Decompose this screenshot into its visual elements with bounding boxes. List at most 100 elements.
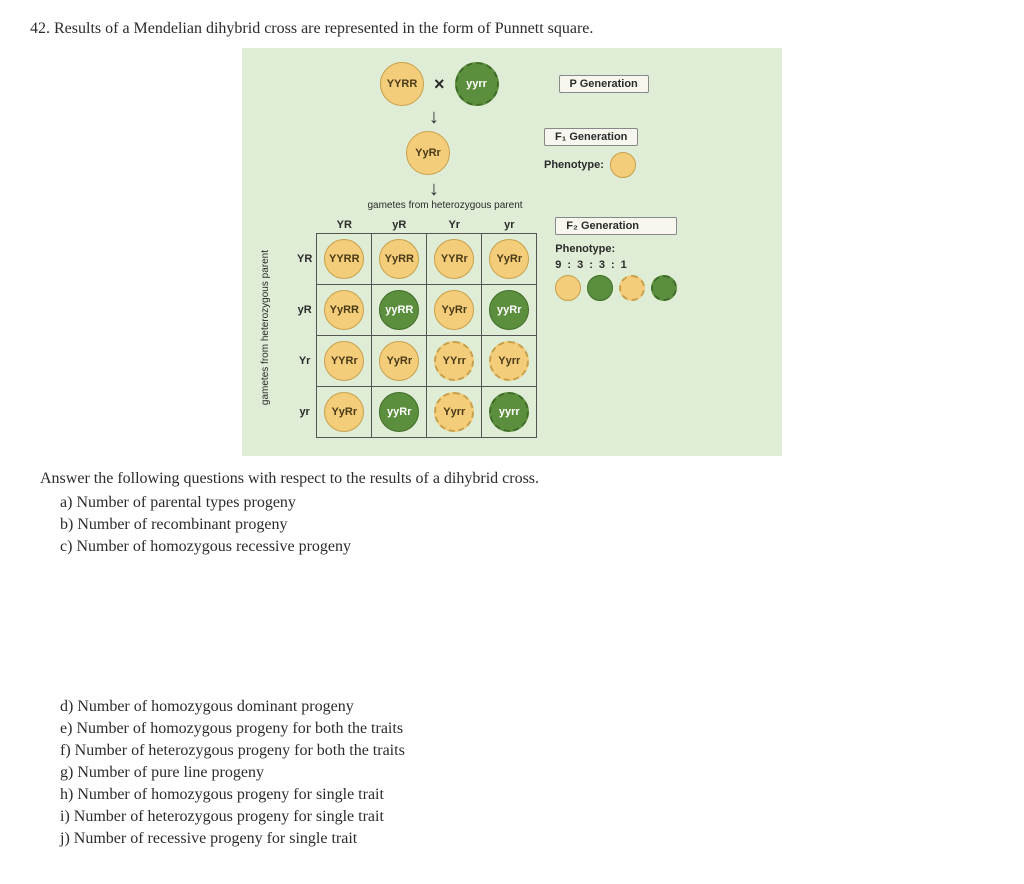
- ratio-part: :: [611, 259, 615, 271]
- question-number: 42.: [30, 20, 50, 37]
- genotype-circle: YyRR: [379, 239, 419, 279]
- answer-text: Number of pure line progeny: [77, 764, 264, 781]
- ratio-part: :: [589, 259, 593, 271]
- gametes-caption-top: gametes from heterozygous parent: [330, 200, 560, 211]
- genotype-circle: yyRr: [379, 392, 419, 432]
- gametes-caption-side: gametes from heterozygous parent: [260, 250, 271, 405]
- punnett-cell: YyRR: [372, 234, 427, 285]
- col-header: Yr: [427, 217, 482, 234]
- answer-text: Number of heterozygous progeny for singl…: [74, 808, 384, 825]
- answer-key: f): [60, 742, 71, 759]
- genotype-circle: YyRr: [406, 131, 450, 175]
- genotype-circle: YYRr: [434, 239, 474, 279]
- punnett-diagram: YYRR × yyrr P Generation ↓ YyRr F₁ Gener…: [242, 48, 782, 456]
- genotype-circle: yyrr: [489, 392, 529, 432]
- phenotype-ratio: 9 : 3 : 3 : 1: [555, 259, 677, 271]
- row-header: yr: [293, 387, 317, 438]
- answer-key: j): [60, 830, 70, 847]
- row-header: YR: [293, 234, 317, 285]
- punnett-cell: YYRr: [317, 336, 372, 387]
- f1-generation-label: F₁ Generation: [544, 128, 638, 146]
- ratio-part: 3: [599, 259, 605, 271]
- ratio-part: 9: [555, 259, 561, 271]
- question-text: Results of a Mendelian dihybrid cross ar…: [54, 20, 593, 37]
- answer-text: Number of parental types progeny: [76, 494, 295, 511]
- cross-symbol: ×: [434, 74, 445, 95]
- answer-text: Number of homozygous dominant progeny: [77, 698, 353, 715]
- arrow-icon: ↓: [424, 110, 444, 124]
- genotype-circle: YYrr: [434, 341, 474, 381]
- answer-text: Number of recessive progeny for single t…: [74, 830, 357, 847]
- genotype-circle: yyRR: [379, 290, 419, 330]
- genotype-circle: [651, 275, 677, 301]
- genotype-circle: YyRr: [434, 290, 474, 330]
- answer-key: d): [60, 698, 73, 715]
- col-header: yR: [372, 217, 427, 234]
- f1-phenotype: Phenotype:: [544, 152, 638, 178]
- f2-side-panel: F₂ Generation Phenotype: 9 : 3 : 3 : 1: [555, 217, 677, 301]
- punnett-cell: yyrr: [482, 387, 537, 438]
- punnett-cell: YyRr: [482, 234, 537, 285]
- f2-phenotype-label: Phenotype:: [555, 243, 677, 255]
- answer-key: e): [60, 720, 72, 737]
- answer-prompt: Answer the following questions with resp…: [40, 470, 994, 488]
- question-title: 42. Results of a Mendelian dihybrid cros…: [30, 20, 994, 38]
- phenotype-text: Phenotype:: [544, 159, 604, 171]
- answers-list-top: a) Number of parental types progeny b) N…: [30, 494, 994, 556]
- punnett-cell: YYrr: [427, 336, 482, 387]
- answer-text: Number of homozygous recessive progeny: [76, 538, 351, 555]
- answer-text: Number of homozygous progeny for both th…: [76, 720, 403, 737]
- answer-text: Number of recombinant progeny: [77, 516, 287, 533]
- answer-text: Number of heterozygous progeny for both …: [75, 742, 405, 759]
- answer-item: e) Number of homozygous progeny for both…: [60, 720, 994, 738]
- answer-key: h): [60, 786, 73, 803]
- punnett-cell: Yyrr: [427, 387, 482, 438]
- ratio-part: 3: [577, 259, 583, 271]
- answer-text: Number of homozygous progeny for single …: [77, 786, 384, 803]
- f2-generation-label: F₂ Generation: [555, 217, 677, 235]
- punnett-cell: Yyrr: [482, 336, 537, 387]
- punnett-cell: yyRr: [372, 387, 427, 438]
- punnett-cell: YyRr: [372, 336, 427, 387]
- genotype-circle: YyRr: [324, 392, 364, 432]
- row-header: Yr: [293, 336, 317, 387]
- genotype-circle: yyRr: [489, 290, 529, 330]
- answer-item: b) Number of recombinant progeny: [60, 516, 994, 534]
- punnett-cell: yyRr: [482, 285, 537, 336]
- col-header: yr: [482, 217, 537, 234]
- genotype-circle: [610, 152, 636, 178]
- genotype-circle: [555, 275, 581, 301]
- answer-key: c): [60, 538, 72, 555]
- answer-key: g): [60, 764, 73, 781]
- punnett-square: YRyRYryrYRYYRRYyRRYYRrYyRryRYyRRyyRRYyRr…: [293, 217, 537, 438]
- ratio-part: 1: [621, 259, 627, 271]
- answer-item: h) Number of homozygous progeny for sing…: [60, 786, 994, 804]
- f1-row: YyRr F₁ Generation Phenotype:: [406, 128, 764, 178]
- genotype-circle: [587, 275, 613, 301]
- answer-item: a) Number of parental types progeny: [60, 494, 994, 512]
- p-generation-label: P Generation: [559, 75, 649, 93]
- blank-gap: [30, 572, 994, 692]
- genotype-circle: YyRr: [489, 239, 529, 279]
- f1-labels: F₁ Generation Phenotype:: [544, 128, 638, 178]
- answer-item: j) Number of recessive progeny for singl…: [60, 830, 994, 848]
- punnett-cell: YYRR: [317, 234, 372, 285]
- genotype-circle: YYRr: [324, 341, 364, 381]
- punnett-cell: YyRR: [317, 285, 372, 336]
- punnett-cell: yyRR: [372, 285, 427, 336]
- punnett-cell: YyRr: [427, 285, 482, 336]
- ratio-part: :: [567, 259, 571, 271]
- answer-item: g) Number of pure line progeny: [60, 764, 994, 782]
- answer-item: c) Number of homozygous recessive progen…: [60, 538, 994, 556]
- genotype-circle: YYRR: [380, 62, 424, 106]
- punnett-cell: YyRr: [317, 387, 372, 438]
- punnett-cell: YYRr: [427, 234, 482, 285]
- arrow-icon: ↓: [424, 182, 444, 196]
- answer-key: i): [60, 808, 70, 825]
- answer-item: d) Number of homozygous dominant progeny: [60, 698, 994, 716]
- genotype-circle: Yyrr: [434, 392, 474, 432]
- answer-item: i) Number of heterozygous progeny for si…: [60, 808, 994, 826]
- genotype-circle: YyRR: [324, 290, 364, 330]
- punnett-wrap: gametes from heterozygous parent YRyRYry…: [260, 217, 764, 438]
- answer-key: a): [60, 494, 72, 511]
